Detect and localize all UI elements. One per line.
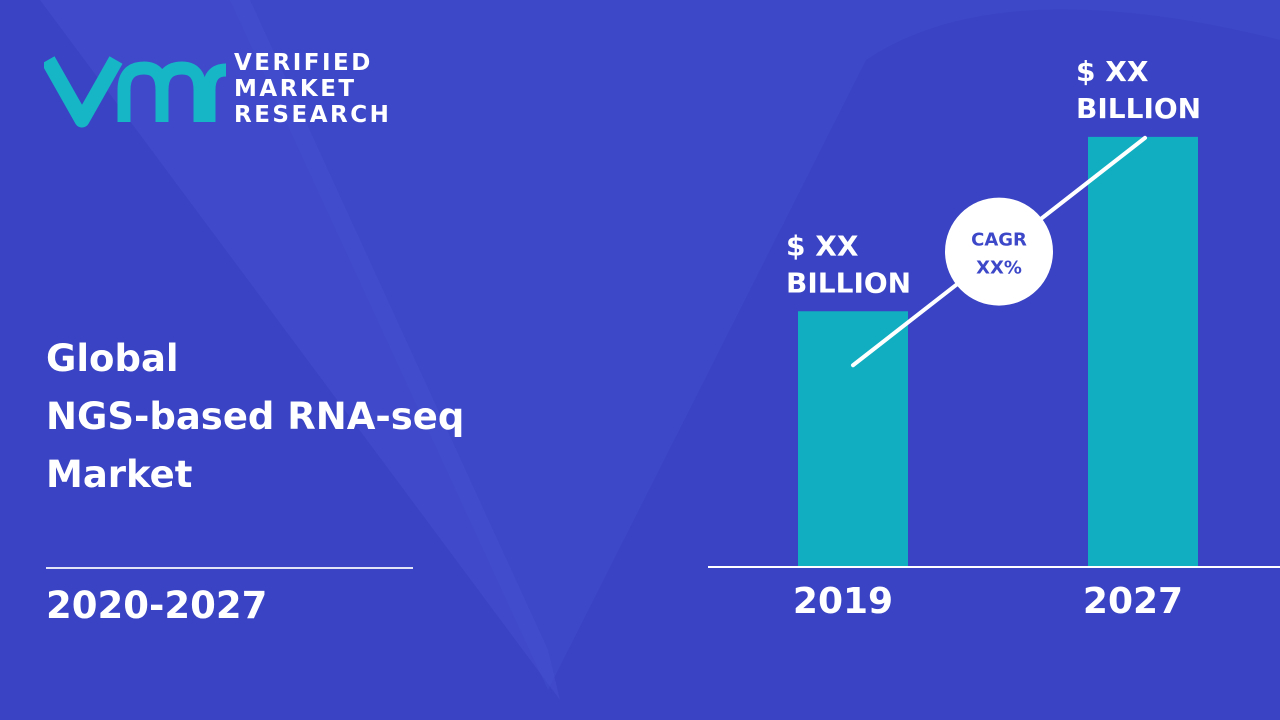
market-bar-chart: 2019 $ XX BILLION 2027 $ XX BILLION CAGR XX% bbox=[708, 55, 1280, 622]
cagr-badge bbox=[945, 197, 1053, 306]
background-v-highlight bbox=[40, 0, 560, 700]
forecast-period: 2020-2027 bbox=[46, 584, 268, 627]
bar-2019 bbox=[798, 311, 908, 567]
vmr-logo-icon bbox=[44, 56, 227, 128]
x-tick-label-2019: 2019 bbox=[793, 581, 893, 622]
brand-name: VERIFIED MARKET RESEARCH bbox=[234, 50, 391, 128]
brand-logo: VERIFIED MARKET RESEARCH bbox=[44, 50, 404, 130]
title-line-1: Global bbox=[46, 337, 179, 380]
data-label-2019-line-1: $ XX bbox=[786, 229, 859, 262]
cagr-label-line-2: XX% bbox=[976, 258, 1022, 279]
x-tick-label-2027: 2027 bbox=[1083, 581, 1183, 622]
report-title: Global NGS-based RNA-seq Market bbox=[46, 330, 646, 504]
data-label-2027-line-2: BILLION bbox=[1076, 92, 1201, 125]
bar-2027 bbox=[1088, 136, 1198, 567]
brand-name-line-3: RESEARCH bbox=[234, 102, 392, 128]
title-line-3: Market bbox=[46, 453, 193, 496]
cagr-label-line-1: CAGR bbox=[971, 230, 1027, 251]
data-label-2019-line-2: BILLION bbox=[786, 266, 911, 299]
brand-name-line-1: VERIFIED bbox=[234, 50, 373, 76]
title-divider bbox=[46, 567, 413, 569]
brand-name-line-2: MARKET bbox=[234, 76, 357, 102]
title-line-2: NGS-based RNA-seq bbox=[46, 395, 465, 438]
data-label-2027-line-1: $ XX bbox=[1076, 55, 1149, 88]
